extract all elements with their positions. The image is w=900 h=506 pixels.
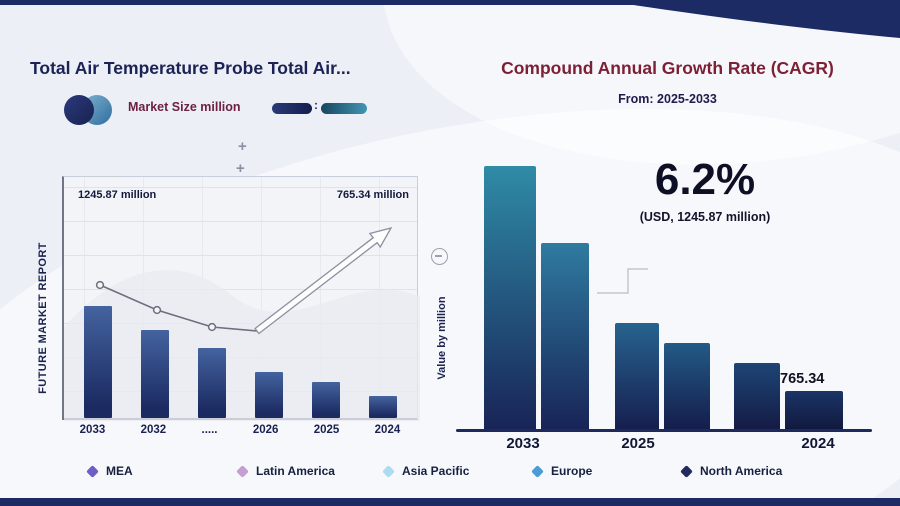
- legend-item-asia-pacific: Asia Pacific: [382, 464, 470, 478]
- legend-item-north-america: North America: [680, 464, 783, 478]
- legend-label: Asia Pacific: [402, 464, 470, 478]
- legend-diamond-icon: [680, 464, 693, 478]
- legend-diamond-icon: [86, 464, 99, 478]
- x-axis-label: .....: [201, 424, 218, 436]
- market-size-legend-label: Market Size million: [128, 100, 241, 114]
- corner-swoosh-shape: [600, 0, 900, 38]
- left-chart-bars: [64, 177, 417, 418]
- x-axis-label: 2026: [252, 424, 279, 436]
- cagr-usd-detail: (USD, 1245.87 million): [639, 210, 771, 224]
- market-size-bar: [311, 382, 340, 418]
- cagr-chart-bars: [484, 166, 846, 429]
- legend-diamond-icon: [236, 464, 249, 478]
- bottom-border-strip: [0, 498, 900, 506]
- market-size-sphere-icon: [64, 95, 114, 125]
- market-size-bar: [368, 396, 397, 418]
- sphere-dark-half: [64, 95, 94, 125]
- market-size-bar: [84, 306, 113, 418]
- legend-item-mea: MEA: [86, 464, 133, 478]
- cagr-x-axis-label: 2025: [621, 435, 655, 452]
- region-legend: MEA Latin America Asia Pacific Europe North …: [0, 464, 900, 490]
- trend-line-and-arrow: [95, 226, 393, 335]
- left-chart-x-axis: 2033 2032..... 2026 2025 2024: [62, 424, 418, 436]
- legend-diamond-icon: [531, 464, 544, 478]
- plus-icon: +: [238, 138, 247, 155]
- cagr-bar: [484, 166, 536, 429]
- cagr-subtitle: From: 2025-2033: [618, 92, 717, 106]
- pill-separator: :: [314, 98, 318, 112]
- cagr-title: Compound Annual Growth Rate (CAGR): [501, 58, 834, 78]
- cagr-bar: [734, 363, 780, 429]
- legend-label: Latin America: [256, 464, 335, 478]
- cagr-end-value-label: 765.34: [780, 371, 825, 387]
- top-border-strip: [0, 0, 900, 5]
- cagr-bar: [785, 391, 843, 429]
- legend-label: North America: [700, 464, 783, 478]
- cagr-bar: [541, 243, 589, 429]
- cagr-x-axis-label: 2024: [801, 435, 835, 452]
- market-size-bar: [254, 372, 283, 418]
- decorative-pill-navy: [272, 103, 312, 114]
- value-by-million-axis-label: Value by million: [436, 296, 448, 380]
- cagr-x-axis: 2033 2025 2024: [455, 435, 875, 455]
- market-size-chart: 1245.87 million 765.34 million: [62, 176, 420, 421]
- market-size-bar: [141, 330, 170, 418]
- legend-item-europe: Europe: [531, 464, 593, 478]
- x-axis-label: 2032: [140, 424, 167, 436]
- legend-label: Europe: [551, 464, 593, 478]
- left-chart-title: Total Air Temperature Probe Total Air...: [30, 58, 351, 78]
- cagr-x-axis-line: [456, 429, 872, 432]
- end-value-label: 765.34 million: [336, 189, 409, 201]
- x-axis-label: 2033: [79, 424, 106, 436]
- legend-diamond-icon: [382, 464, 395, 478]
- x-axis-label: 2025: [313, 424, 340, 436]
- legend-label: MEA: [106, 464, 133, 478]
- start-value-label: 1245.87 million: [78, 189, 157, 201]
- step-bracket-decoration: [597, 268, 648, 294]
- x-axis-label: 2024: [374, 424, 401, 436]
- future-market-report-label: FUTURE MARKET REPORT: [37, 242, 49, 394]
- cagr-bar: [664, 343, 710, 429]
- cagr-percentage: 6.2%: [654, 155, 756, 204]
- market-size-bar: [198, 348, 227, 418]
- plus-icon: +: [236, 160, 245, 177]
- legend-item-latin-america: Latin America: [236, 464, 335, 478]
- cagr-x-axis-label: 2033: [506, 435, 540, 452]
- cagr-bar: [615, 323, 659, 429]
- decorative-pill-teal: [321, 103, 367, 114]
- minus-circle-icon: [431, 248, 448, 265]
